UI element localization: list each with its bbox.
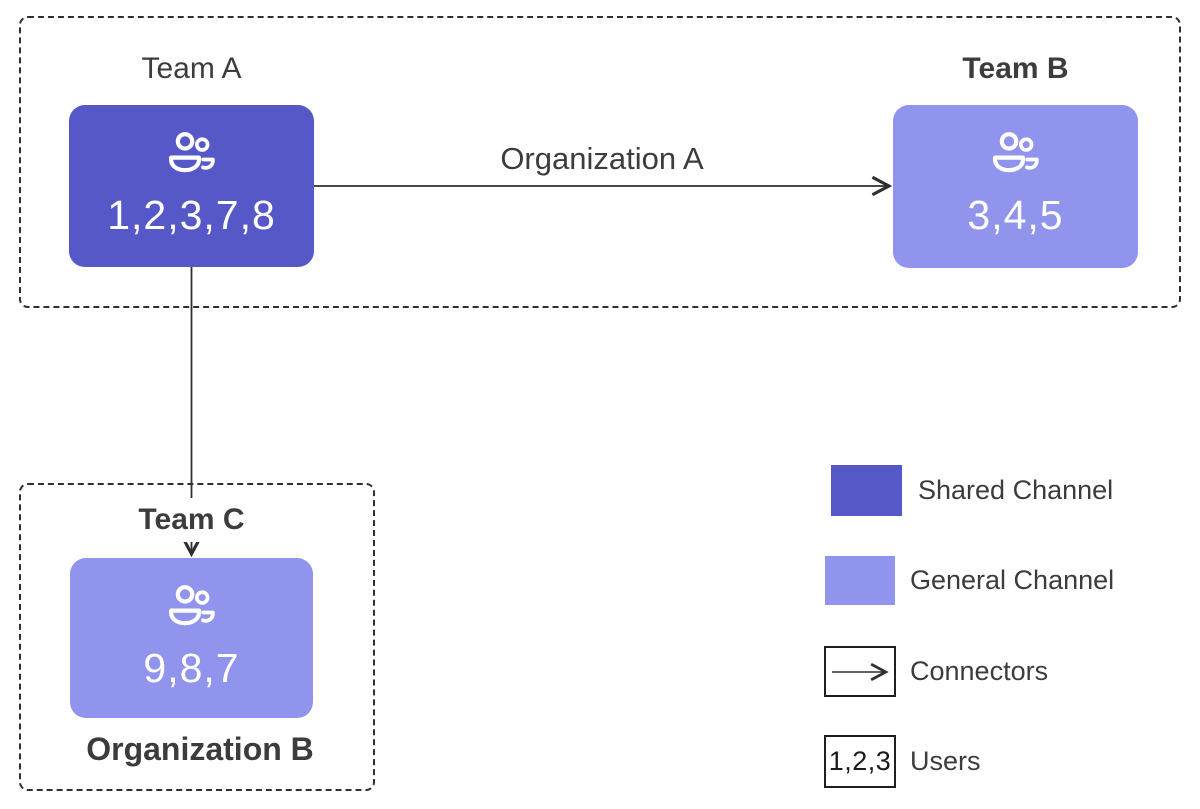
organization-b-label: Organization B bbox=[86, 731, 314, 767]
users-legend-swatch: 1,2,3 bbox=[824, 735, 896, 788]
general-channel-legend-label: General Channel bbox=[910, 565, 1115, 595]
arrow-right-icon bbox=[832, 663, 891, 681]
team-a-label: Team A bbox=[141, 52, 242, 85]
team-a-shared-channel-node: 1,2,3,7,8 bbox=[69, 105, 314, 267]
team-b-users: 3,4,5 bbox=[967, 192, 1064, 238]
shared-channel-legend-label: Shared Channel bbox=[918, 475, 1114, 505]
users-sample-text: 1,2,3 bbox=[828, 746, 892, 776]
connectors-legend-swatch bbox=[824, 646, 896, 697]
organization-b-boundary bbox=[19, 483, 375, 791]
people-icon bbox=[992, 132, 1039, 173]
organization-a-connector-label: Organization A bbox=[500, 141, 704, 176]
users-legend-label: Users bbox=[910, 746, 981, 776]
team-c-general-channel-node: 9,8,7 bbox=[70, 558, 313, 718]
organization-a-boundary bbox=[19, 16, 1181, 308]
people-icon bbox=[168, 132, 215, 173]
shared-channel-swatch bbox=[831, 465, 902, 516]
team-c-label: Team C bbox=[96, 498, 287, 542]
team-b-label: Team B bbox=[962, 52, 1069, 85]
connectors-legend-label: Connectors bbox=[910, 656, 1049, 686]
general-channel-swatch bbox=[825, 556, 895, 605]
people-icon bbox=[168, 585, 215, 626]
team-c-users: 9,8,7 bbox=[143, 645, 240, 691]
team-b-general-channel-node: 3,4,5 bbox=[893, 105, 1138, 268]
team-a-users: 1,2,3,7,8 bbox=[107, 192, 276, 238]
